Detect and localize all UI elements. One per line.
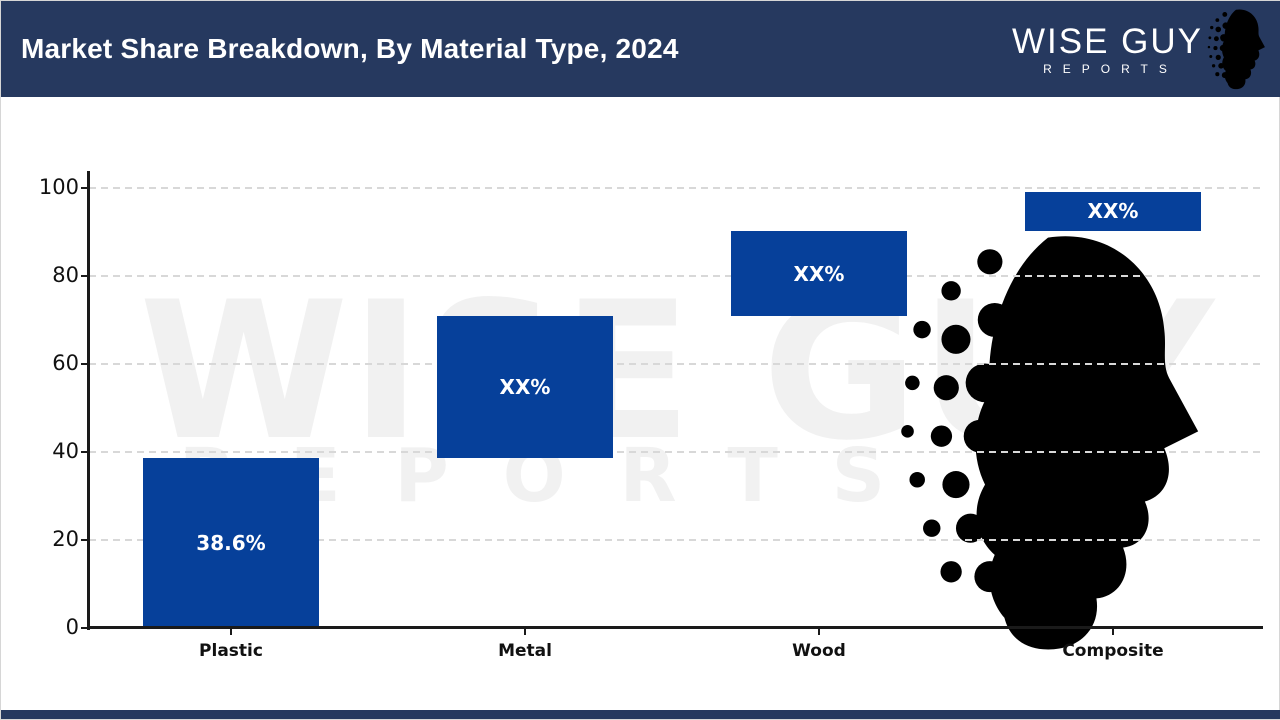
y-axis-tick	[81, 275, 89, 277]
wise-guy-reports-logo: WISE GUY REPORTS	[1012, 7, 1267, 91]
x-category-label: Wood	[792, 641, 846, 661]
bar: XX%	[1025, 191, 1201, 232]
y-tick-label: 100	[38, 175, 79, 200]
y-tick-label: 80	[52, 263, 79, 288]
logo-wordmark: WISE GUY	[1011, 21, 1203, 61]
bar-value-label: XX%	[793, 261, 845, 286]
logo-subtext: REPORTS	[1043, 61, 1178, 76]
y-tick-label: 0	[65, 615, 79, 640]
gridline	[89, 451, 1263, 453]
x-category-label: Plastic	[199, 641, 263, 661]
y-tick-label: 40	[52, 439, 79, 464]
x-axis-tick	[818, 629, 820, 635]
bar-value-label: XX%	[499, 375, 551, 400]
chart-title: Market Share Breakdown, By Material Type…	[21, 33, 679, 64]
y-axis-tick	[81, 187, 89, 189]
y-axis-tick	[81, 451, 89, 453]
gridline	[89, 275, 1263, 277]
bar: XX%	[731, 231, 907, 317]
y-tick-label: 60	[52, 351, 79, 376]
x-category-label: Composite	[1062, 641, 1164, 661]
gridline	[89, 187, 1263, 189]
bar: 38.6%	[143, 458, 319, 628]
gridline	[89, 363, 1263, 365]
x-category-label: Metal	[498, 641, 552, 661]
y-axis-tick	[81, 627, 89, 629]
y-tick-label: 20	[52, 527, 79, 552]
gridline	[89, 539, 1263, 541]
x-axis-line	[87, 626, 1263, 629]
bar-value-label: XX%	[1087, 199, 1139, 224]
y-axis-tick	[81, 539, 89, 541]
bar-value-label: 38.6%	[196, 531, 266, 556]
x-axis-tick	[1112, 629, 1114, 635]
x-axis-tick	[524, 629, 526, 635]
header-bar: Market Share Breakdown, By Material Type…	[1, 1, 1280, 97]
y-axis-tick	[81, 363, 89, 365]
bar: XX%	[437, 316, 613, 459]
x-axis-tick	[230, 629, 232, 635]
footer-bar	[1, 710, 1280, 719]
y-axis-line	[87, 171, 90, 630]
